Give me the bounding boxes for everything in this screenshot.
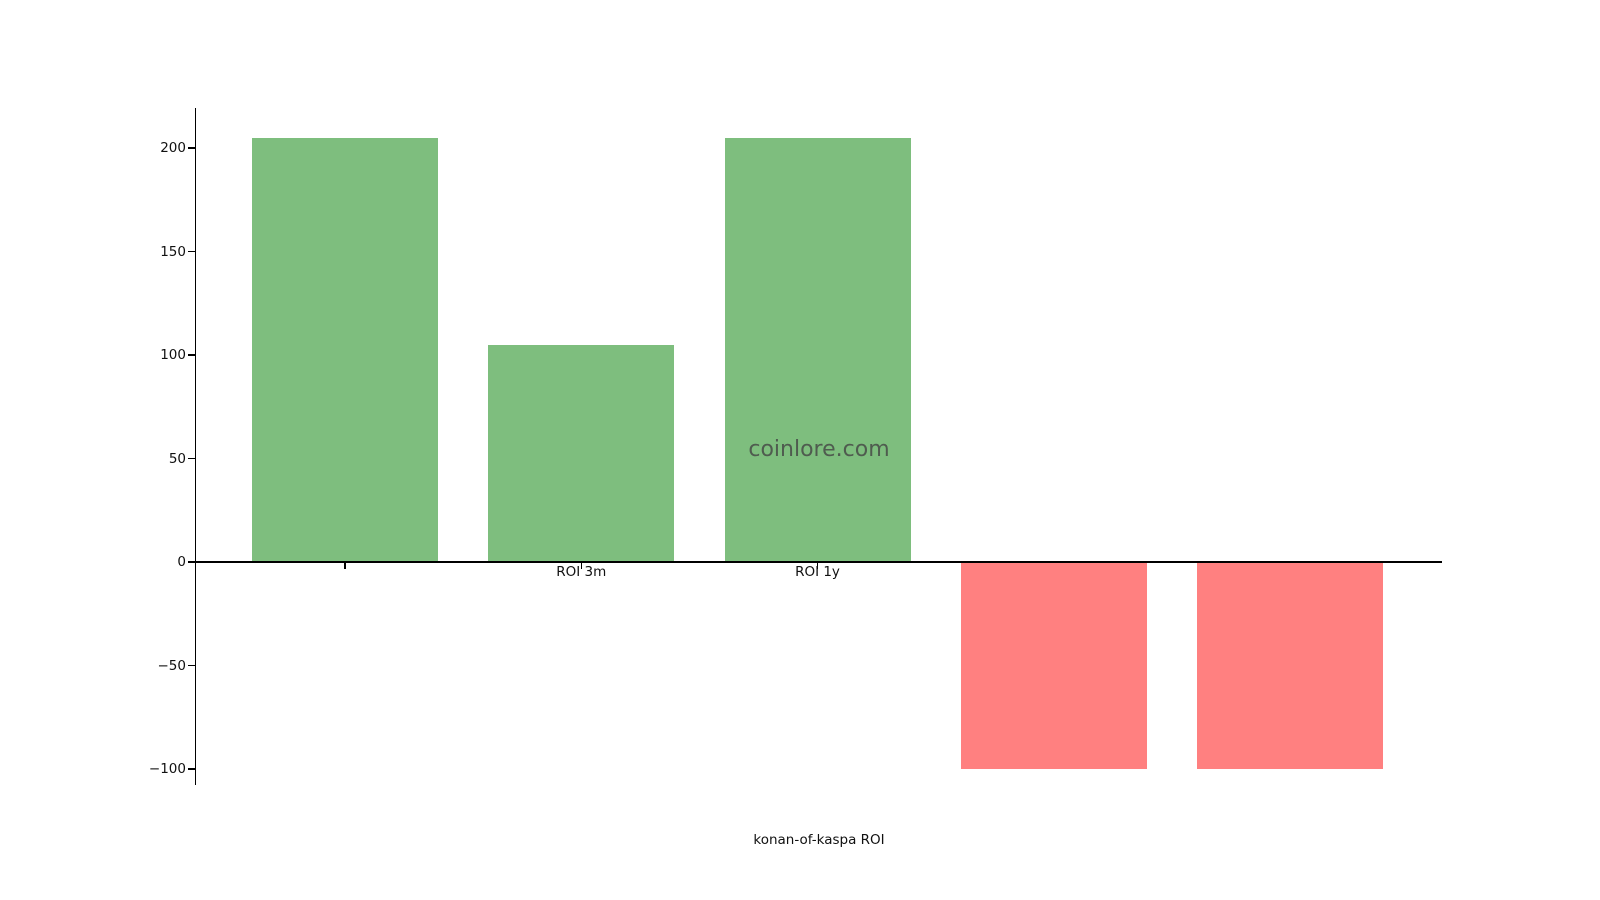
y-tick-mark: [187, 147, 195, 149]
y-tick-mark: [187, 457, 195, 460]
x-axis-line: [194, 561, 1442, 563]
y-tick-mark: [187, 561, 195, 563]
y-tick-label: 50: [168, 450, 186, 467]
y-axis-spine: [194, 108, 196, 785]
x-tick-mark: [344, 562, 346, 569]
bar: [488, 344, 675, 562]
x-tick-mark: [816, 562, 819, 569]
y-tick-mark: [187, 664, 195, 667]
y-tick-label: 0: [177, 554, 186, 570]
y-tick-mark: [187, 250, 195, 253]
bar: [1197, 562, 1383, 769]
watermark: coinlore.com: [748, 437, 890, 462]
x-axis-title: konan-of-kaspa ROI: [753, 832, 885, 848]
x-tick-label: ROI 1y: [795, 564, 840, 580]
y-tick-mark: [187, 354, 195, 356]
bar: [724, 137, 911, 562]
y-tick-label: −50: [157, 657, 187, 674]
bar: [252, 137, 438, 562]
y-tick-label: 100: [160, 347, 186, 363]
bar: [960, 562, 1147, 769]
x-tick-mark: [580, 562, 582, 569]
x-tick-label: ROI 3m: [556, 564, 607, 580]
y-tick-label: 150: [160, 243, 186, 260]
y-tick-label: 200: [160, 140, 186, 156]
y-tick-mark: [187, 768, 195, 770]
y-tick-label: −100: [148, 761, 186, 777]
